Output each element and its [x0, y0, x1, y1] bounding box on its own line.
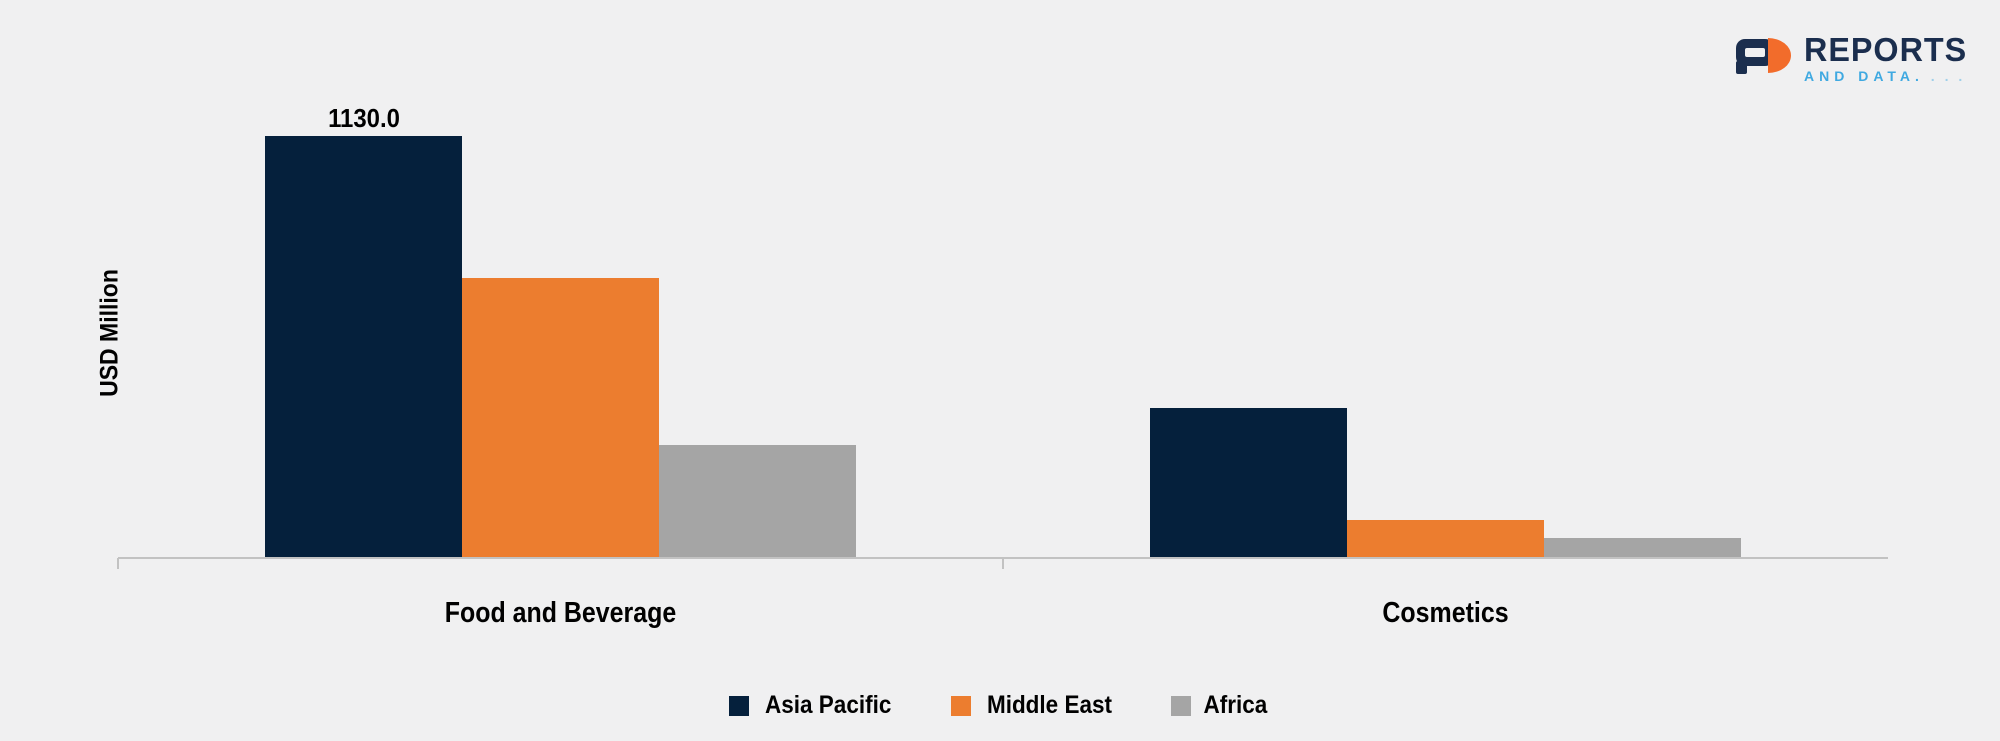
bar-group-cosmetics [1150, 408, 1741, 557]
bar-group-food-and-beverage [265, 136, 856, 557]
logo-text: REPORTS AND DATA. . . . [1804, 33, 1971, 83]
legend-swatch-asia-pacific [729, 695, 750, 716]
category-label: Cosmetics [1382, 597, 1509, 629]
legend-item-africa: Africa [1170, 691, 1271, 720]
reports-and-data-logo: REPORTS AND DATA. . . . [1736, 33, 1971, 83]
bar-africa-cosmetics [1544, 538, 1741, 557]
legend-label: Middle East [986, 691, 1112, 719]
x-axis-tick [1002, 558, 1004, 569]
bar-middle-east-food-and-beverage [462, 278, 659, 557]
legend-label: Asia Pacific [765, 691, 892, 719]
bar-africa-food-and-beverage [659, 445, 856, 557]
bar-asia-pacific-cosmetics [1150, 408, 1347, 557]
reports-and-data-logo-icon [1736, 38, 1791, 74]
y-axis-title: USD Million [95, 269, 124, 397]
legend-swatch-africa [1170, 695, 1191, 716]
logo-title: REPORTS [1804, 31, 1968, 68]
bar-value-label: 1130.0 [327, 103, 400, 133]
x-axis-tick [117, 558, 119, 569]
legend-swatch-middle-east [950, 695, 971, 716]
legend-label: Africa [1203, 691, 1268, 719]
chart-legend: Asia Pacific Middle East Africa [0, 691, 2000, 720]
legend-item-asia-pacific: Asia Pacific [729, 691, 898, 720]
bar-middle-east-cosmetics [1347, 520, 1544, 557]
bar-asia-pacific-food-and-beverage [265, 136, 462, 557]
logo-subtitle-dots: . . . [1923, 68, 1966, 84]
category-label: Food and Beverage [444, 597, 677, 629]
legend-item-middle-east: Middle East [950, 691, 1119, 720]
logo-subtitle: AND DATA. . . . [1804, 68, 1966, 84]
